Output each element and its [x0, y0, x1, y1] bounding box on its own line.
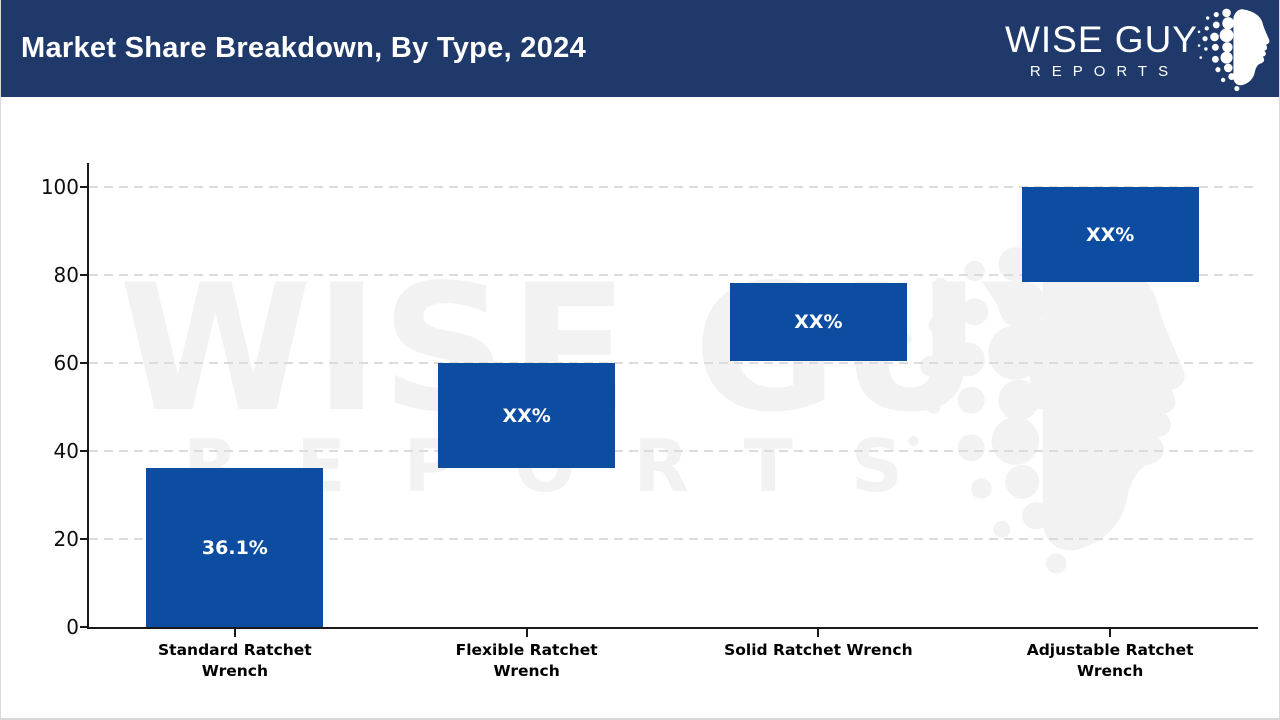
gridline-y-80 [89, 274, 1256, 276]
bar-value-label: 36.1% [201, 536, 268, 559]
x-axis-category-label: Solid Ratchet Wrench [724, 641, 913, 659]
y-axis-tick-label: 60 [53, 351, 79, 375]
brand-logo: WISE GUY REPORTS [1005, 6, 1276, 92]
y-axis-line [87, 163, 89, 629]
x-axis-tick-mark [233, 629, 236, 637]
bar-value-label: XX% [502, 404, 551, 427]
brand-subtitle: REPORTS [1029, 62, 1180, 80]
y-axis-tick-mark [80, 538, 89, 540]
brand-head-dots-icon [1197, 8, 1270, 91]
x-axis-category-label: Adjustable Ratchet Wrench [1026, 641, 1194, 681]
y-axis-tick-mark [80, 626, 89, 628]
gridline-y-20 [89, 538, 1256, 540]
x-axis-category-label: Flexible Ratchet Wrench [455, 641, 598, 681]
y-axis-tick-mark [80, 362, 89, 364]
x-axis-tick-mark [817, 629, 820, 637]
gridline-y-60 [89, 362, 1256, 364]
x-axis-line [87, 627, 1258, 629]
y-axis-tick-label: 100 [40, 175, 79, 199]
y-axis-tick-label: 0 [66, 615, 79, 639]
x-axis-tick-mark [525, 629, 528, 637]
gridline-y-100 [89, 186, 1256, 188]
header-bar: Market Share Breakdown, By Type, 2024 WI… [1, 0, 1279, 97]
plot-area: 36.1% XX% XX% XX% [89, 186, 1256, 627]
chart-title: Market Share Breakdown, By Type, 2024 [21, 32, 587, 64]
bar-adjustable-ratchet-wrench: XX% [1021, 187, 1199, 283]
y-axis-tick-mark [80, 274, 89, 276]
bar-flexible-ratchet-wrench: XX% [438, 363, 616, 469]
brand-name: WISE GUY [1004, 18, 1198, 60]
gridline-y-40 [89, 450, 1256, 452]
y-axis-tick-label: 20 [53, 527, 79, 551]
x-axis-tick-mark [1109, 629, 1112, 637]
bar-value-label: XX% [794, 310, 843, 333]
brand-wordmark: WISE GUY REPORTS [1005, 21, 1198, 79]
y-axis-tick-label: 40 [53, 439, 79, 463]
bar-standard-ratchet-wrench: 36.1% [146, 468, 324, 627]
y-axis-tick-mark [80, 186, 89, 188]
bar-value-label: XX% [1085, 223, 1135, 246]
y-axis-tick-mark [80, 450, 89, 452]
bar-solid-ratchet-wrench: XX% [729, 282, 907, 361]
x-axis-category-label: Standard Ratchet Wrench [158, 641, 312, 681]
y-axis-tick-label: 80 [53, 263, 79, 287]
